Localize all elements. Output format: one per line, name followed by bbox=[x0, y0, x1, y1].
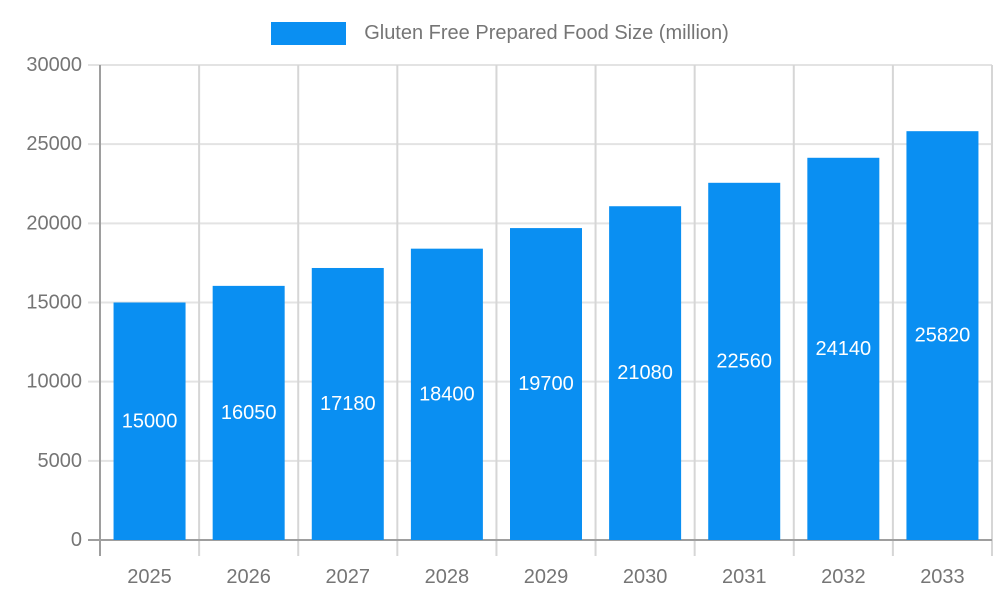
x-axis-tick-label: 2026 bbox=[226, 566, 271, 588]
x-axis-tick-label: 2033 bbox=[920, 566, 965, 588]
y-axis-tick-label: 5000 bbox=[38, 450, 83, 472]
y-axis-tick-label: 10000 bbox=[26, 371, 82, 393]
x-axis-tick-label: 2029 bbox=[524, 566, 569, 588]
legend-label: Gluten Free Prepared Food Size (million) bbox=[364, 21, 729, 44]
x-axis-tick-label: 2031 bbox=[722, 566, 767, 588]
bar-value-label: 19700 bbox=[518, 373, 574, 395]
x-axis-tick-label: 2028 bbox=[425, 566, 470, 588]
bar bbox=[708, 182, 781, 541]
y-axis-tick-label: 20000 bbox=[26, 212, 82, 234]
bar-value-label: 24140 bbox=[816, 338, 872, 360]
x-axis-tick-label: 2032 bbox=[821, 566, 866, 588]
bar-value-label: 21080 bbox=[617, 362, 673, 384]
bar-value-label: 16050 bbox=[221, 402, 277, 424]
bar bbox=[609, 206, 682, 540]
y-axis-tick-label: 15000 bbox=[26, 292, 82, 314]
bar bbox=[510, 228, 582, 541]
x-axis-tick-label: 2025 bbox=[127, 566, 172, 588]
bar bbox=[807, 157, 880, 541]
y-axis-tick-label: 0 bbox=[71, 529, 82, 551]
y-axis-tick-label: 30000 bbox=[26, 54, 82, 76]
bar-value-label: 25820 bbox=[915, 325, 971, 347]
legend: Gluten Free Prepared Food Size (million) bbox=[0, 20, 1000, 46]
bar-value-label: 15000 bbox=[122, 410, 178, 432]
bar bbox=[906, 131, 979, 540]
bar bbox=[212, 285, 285, 540]
bar bbox=[410, 248, 483, 540]
x-axis-tick-label: 2027 bbox=[326, 566, 371, 588]
legend-swatch bbox=[271, 21, 347, 45]
bar bbox=[311, 267, 384, 540]
bar-value-label: 17180 bbox=[320, 393, 376, 415]
y-axis-tick-label: 25000 bbox=[26, 133, 82, 155]
bar-value-label: 18400 bbox=[419, 383, 475, 405]
x-axis-tick-label: 2030 bbox=[623, 566, 668, 588]
bar bbox=[113, 302, 186, 540]
bar-value-label: 22560 bbox=[716, 350, 772, 372]
